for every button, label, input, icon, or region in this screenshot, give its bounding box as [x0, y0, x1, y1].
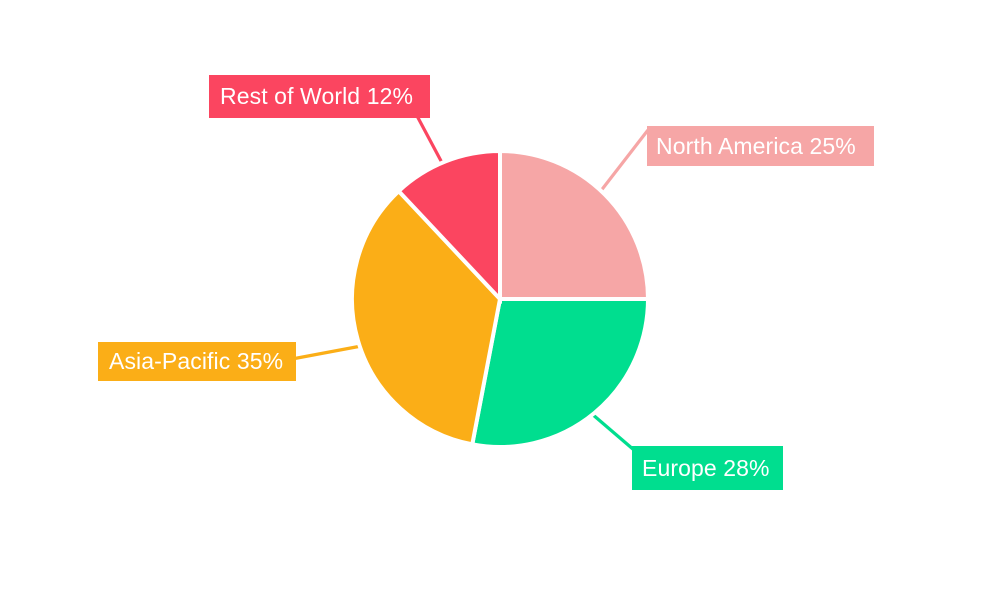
pie-label-europe[interactable]: Europe 28%: [632, 446, 783, 490]
pie-slice-north-america[interactable]: [498, 148, 651, 301]
pie-slice-rest-of-world[interactable]: [395, 148, 502, 305]
pie-label-north-america[interactable]: North America 25%: [647, 126, 874, 166]
pie-label-asia-pacific-text: Asia-Pacific 35%: [109, 348, 284, 374]
pie-slice-asia-pacific[interactable]: [350, 188, 503, 447]
pie-label-rest-of-world[interactable]: Rest of World 12%: [209, 75, 430, 118]
pie-label-asia-pacific[interactable]: Asia-Pacific 35%: [98, 342, 296, 381]
leader-line-europe: [590, 412, 636, 452]
pie-slice-europe[interactable]: [469, 297, 651, 449]
pie-label-rest-of-world-text: Rest of World 12%: [220, 83, 414, 109]
pie-label-north-america-text: North America 25%: [656, 132, 856, 159]
leader-line-north-america: [598, 129, 650, 193]
pie-label-europe-text: Europe 28%: [642, 454, 770, 481]
pie-wedges: [350, 148, 651, 449]
